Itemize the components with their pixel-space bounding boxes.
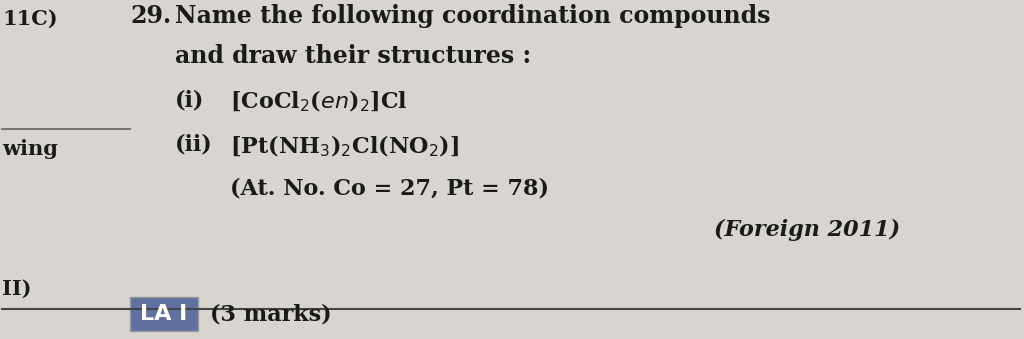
Text: II): II) [2, 279, 32, 299]
Text: (i): (i) [175, 89, 205, 111]
FancyBboxPatch shape [130, 297, 198, 331]
Text: (Foreign 2011): (Foreign 2011) [714, 219, 900, 241]
Text: 11C): 11C) [2, 9, 57, 29]
Text: LA I: LA I [140, 304, 187, 324]
Text: (ii): (ii) [175, 134, 213, 156]
Text: 29.: 29. [130, 4, 171, 28]
Text: Name the following coordination compounds: Name the following coordination compound… [175, 4, 770, 28]
Text: (3 marks): (3 marks) [210, 303, 332, 325]
Text: [CoCl$_2$($en$)$_2$]Cl: [CoCl$_2$($en$)$_2$]Cl [230, 89, 408, 114]
Text: [Pt(NH$_3$)$_2$Cl(NO$_2$)]: [Pt(NH$_3$)$_2$Cl(NO$_2$)] [230, 134, 459, 159]
Text: and draw their structures :: and draw their structures : [175, 44, 531, 68]
Text: wing: wing [2, 139, 58, 159]
Text: (At. No. Co = 27, Pt = 78): (At. No. Co = 27, Pt = 78) [230, 177, 549, 199]
